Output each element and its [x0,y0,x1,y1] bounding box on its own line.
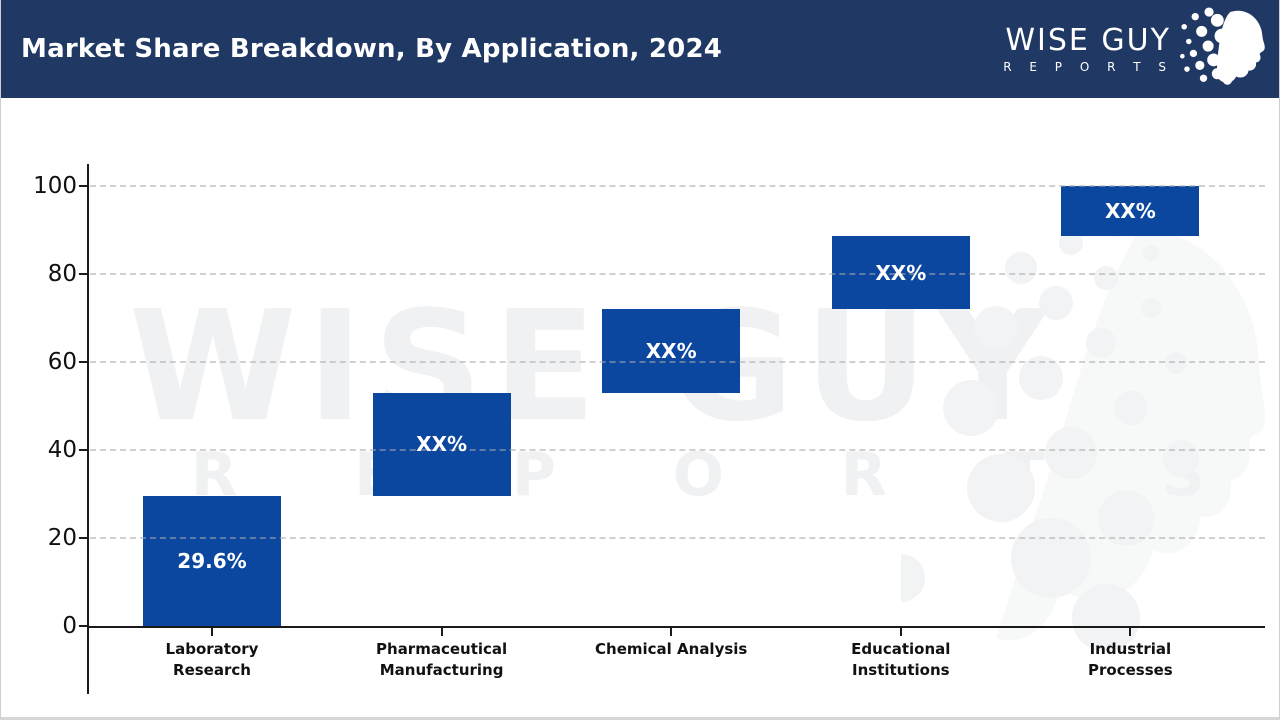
x-tick-mark [211,628,213,636]
x-tick-mark [670,628,673,636]
bar-value-label: XX% [416,432,468,457]
x-tick-mark [440,628,443,636]
x-tick-mark [1129,628,1132,636]
x-category-label: Laboratory Research [165,640,259,679]
watermark-subtext: R E P O R T S [191,440,1253,510]
y-tick-label: 60 [47,349,77,375]
bar-value-label: XX% [1104,199,1156,224]
gridline [90,361,1265,363]
chart-area: WISE GUY R E P O R T S 0 20 40 60 80 100 29.6% [1,98,1279,717]
y-tick-label: 40 [47,437,77,463]
gridline [90,449,1265,451]
gridline [90,185,1265,187]
header: Market Share Breakdown, By Application, … [1,0,1279,98]
bar-segment [143,495,281,626]
y-tick-mark [79,449,88,451]
bar-segment [372,392,511,496]
x-category-label: Chemical Analysis [595,640,748,658]
bar-value-label: XX% [875,260,927,285]
x-axis-line [87,626,1265,628]
brand-name: WISE GUY [1005,22,1171,58]
x-tick-mark [899,628,902,636]
y-tick-mark [79,185,88,187]
y-tick-label: 20 [47,525,77,551]
brand-face-icon [1175,4,1267,94]
bar-segment [602,309,741,393]
x-category-label: Industrial Processes [1088,640,1173,679]
brand-logo: WISE GUY R E P O R T S [1003,4,1267,94]
bar-value-label: 29.6% [177,548,247,573]
y-tick-mark [79,273,88,275]
gridline [90,537,1265,539]
bar-segment [1061,186,1200,237]
page-title: Market Share Breakdown, By Application, … [21,34,723,64]
brand-subname: R E P O R T S [1003,59,1173,74]
brand-logo-text: WISE GUY R E P O R T S [1003,22,1173,74]
bar-segment [831,236,970,310]
y-tick-mark [79,537,88,539]
y-tick-label: 0 [62,613,77,639]
y-tick-mark [79,625,88,627]
x-category-label: Educational Institutions [851,640,951,679]
y-tick-mark [79,361,88,363]
x-category-label: Pharmaceutical Manufacturing [376,640,508,679]
gridline [90,273,1265,275]
bar-value-label: XX% [645,339,697,363]
y-tick-label: 100 [33,173,77,199]
y-axis-line [87,164,89,694]
y-tick-label: 80 [47,261,77,287]
